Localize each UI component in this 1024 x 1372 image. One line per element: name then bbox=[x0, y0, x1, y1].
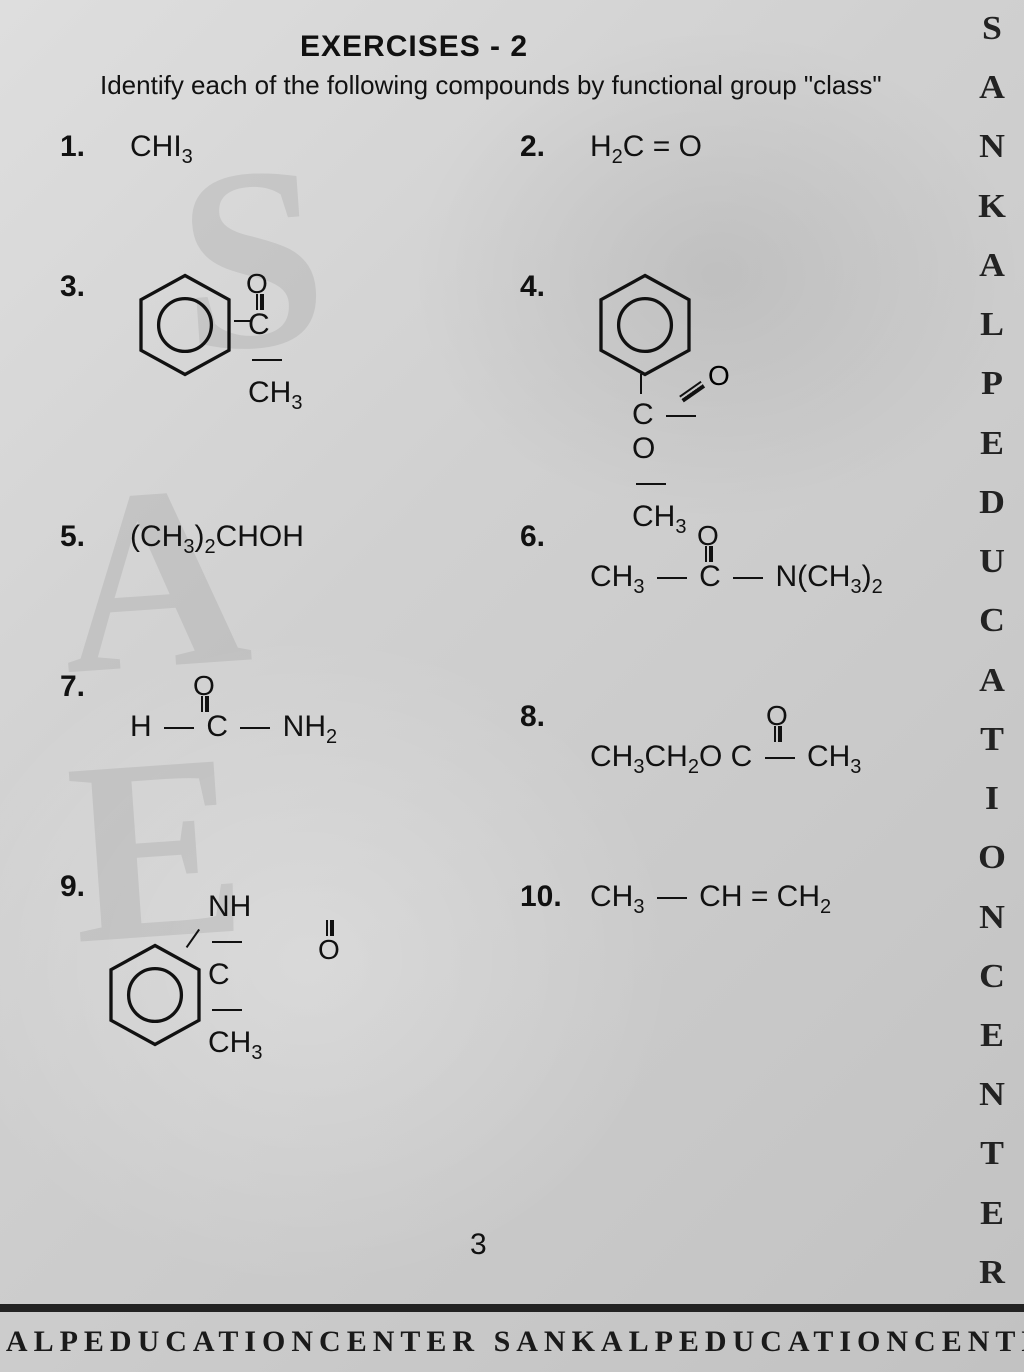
question-4: 4. C O CH3 O bbox=[530, 270, 960, 470]
double-bond-o: O bbox=[318, 934, 340, 966]
question-5: 5. (CH3)2CHOH bbox=[70, 520, 500, 620]
formula: (CH3)2CHOH bbox=[130, 520, 304, 559]
question-3: 3. O C CH3 bbox=[70, 270, 500, 470]
attach-text: C O CH3 bbox=[632, 398, 700, 533]
benzene-ring-icon bbox=[130, 270, 240, 380]
attachment: C O CH3 bbox=[632, 398, 700, 539]
benzene-ring-icon bbox=[100, 940, 210, 1050]
footer-text: NKALPEDUCATIONCENTER SANKALPEDUCATIONCEN… bbox=[0, 1325, 1024, 1359]
attachment: O C CH3 bbox=[248, 308, 302, 415]
left-column: 1. CHI3 3. O C CH3 5. (CH3)2CHOH 7. bbox=[70, 130, 500, 1252]
structure: C O CH3 O bbox=[590, 270, 700, 380]
question-number: 3. bbox=[60, 270, 85, 304]
watermark-letter: C bbox=[967, 602, 1017, 640]
question-number: 4. bbox=[520, 270, 545, 304]
watermark-letter: A bbox=[967, 69, 1017, 107]
formula: O CH3 C N(CH3)2 bbox=[590, 560, 883, 599]
question-number: 1. bbox=[60, 130, 85, 164]
watermark-letter: E bbox=[967, 1195, 1017, 1233]
attach-text: NH C CH3 bbox=[208, 890, 262, 1059]
question-6: 6. O CH3 C N(CH3)2 bbox=[530, 520, 960, 650]
watermark-letter: O bbox=[967, 839, 1017, 877]
question-number: 10. bbox=[520, 880, 562, 914]
watermark-letter: E bbox=[967, 425, 1017, 463]
formula: O H C NH2 bbox=[130, 710, 337, 749]
watermark-letter: E bbox=[967, 1017, 1017, 1055]
bond-icon bbox=[234, 320, 250, 322]
right-column: 2. H2C = O 4. C O CH3 O 6. bbox=[530, 130, 960, 1252]
watermark-letter: R bbox=[967, 1254, 1017, 1292]
question-number: 5. bbox=[60, 520, 85, 554]
question-number: 2. bbox=[520, 130, 545, 164]
watermark-letter: N bbox=[967, 128, 1017, 166]
bond-icon bbox=[640, 374, 642, 394]
formula-text: H C NH2 bbox=[130, 710, 337, 743]
question-number: 7. bbox=[60, 670, 85, 704]
question-9: 9. NH C CH3 O bbox=[70, 870, 500, 1090]
question-7: 7. O H C NH2 bbox=[70, 670, 500, 820]
double-bond-o: O bbox=[708, 360, 730, 392]
formula: O CH3CH2O C CH3 bbox=[590, 740, 861, 779]
watermark-letter: L bbox=[967, 306, 1017, 344]
formula-text: CH3CH2O C CH3 bbox=[590, 740, 861, 773]
watermark-letter: N bbox=[967, 899, 1017, 937]
question-number: 8. bbox=[520, 700, 545, 734]
footer-band: NKALPEDUCATIONCENTER SANKALPEDUCATIONCEN… bbox=[0, 1308, 1024, 1372]
structure: O C CH3 bbox=[130, 270, 240, 380]
question-10: 10. CH3 CH = CH2 bbox=[530, 880, 960, 970]
double-bond-icon bbox=[679, 381, 703, 399]
watermark-letter: N bbox=[967, 1076, 1017, 1114]
right-watermark-strip: SANKALPEDUCATIONCENTER bbox=[968, 10, 1016, 1292]
watermark-letter: C bbox=[967, 958, 1017, 996]
watermark-letter: D bbox=[967, 484, 1017, 522]
attach-text: C CH3 bbox=[248, 308, 302, 409]
watermark-letter: P bbox=[967, 365, 1017, 403]
page-number: 3 bbox=[470, 1228, 487, 1262]
formula-text: CH3 C N(CH3)2 bbox=[590, 560, 883, 593]
watermark-letter: A bbox=[967, 247, 1017, 285]
question-1: 1. CHI3 bbox=[70, 130, 500, 220]
formula: H2C = O bbox=[590, 130, 702, 169]
question-number: 6. bbox=[520, 520, 545, 554]
formula: CHI3 bbox=[130, 130, 193, 169]
instruction-text: Identify each of the following compounds… bbox=[100, 70, 904, 101]
formula: CH3 CH = CH2 bbox=[590, 880, 831, 919]
question-number: 9. bbox=[60, 870, 85, 904]
exercise-title: EXERCISES - 2 bbox=[300, 30, 528, 64]
worksheet-page: SAE EXERCISES - 2 Identify each of the f… bbox=[0, 0, 1024, 1372]
watermark-letter: A bbox=[967, 662, 1017, 700]
watermark-letter: S bbox=[967, 10, 1017, 48]
question-2: 2. H2C = O bbox=[530, 130, 960, 220]
watermark-letter: K bbox=[967, 188, 1017, 226]
watermark-letter: U bbox=[967, 543, 1017, 581]
watermark-letter: T bbox=[967, 721, 1017, 759]
attachment: NH C CH3 O bbox=[208, 890, 262, 1065]
question-8: 8. O CH3CH2O C CH3 bbox=[530, 700, 960, 830]
benzene-ring-icon bbox=[590, 270, 700, 380]
watermark-letter: I bbox=[967, 780, 1017, 818]
watermark-letter: T bbox=[967, 1135, 1017, 1173]
